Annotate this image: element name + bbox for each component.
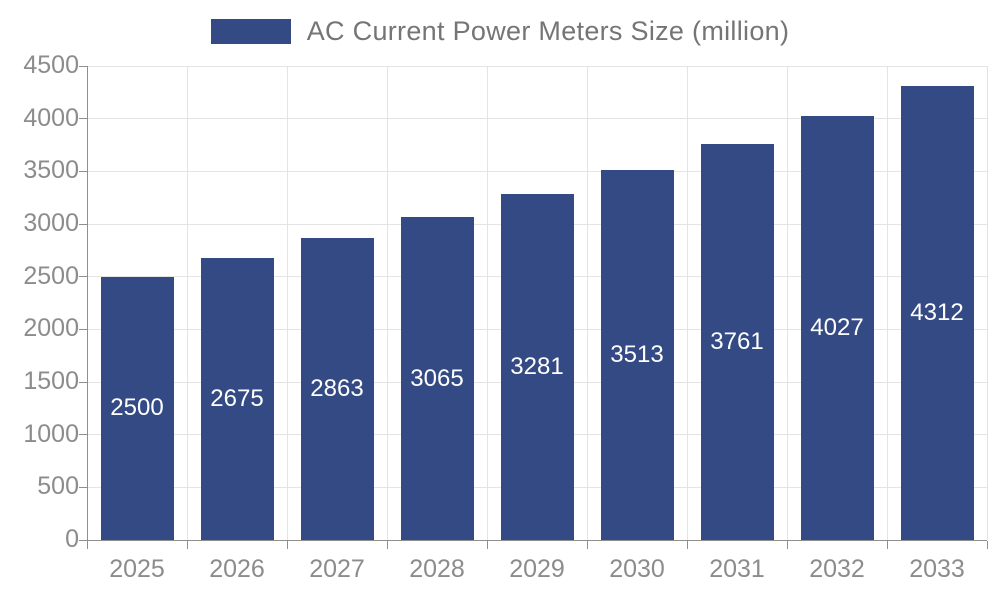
x-axis-label: 2033 (909, 555, 965, 583)
v-gridline (386, 66, 388, 540)
x-axis-tick (986, 541, 988, 549)
y-axis-tick (79, 170, 87, 172)
y-axis-label: 1000 (23, 419, 79, 448)
bar-value-label: 2675 (210, 385, 264, 413)
x-axis-tick (786, 541, 788, 549)
y-axis-tick (79, 65, 87, 67)
bar-2031: 3761 (700, 143, 774, 540)
bar-value-label: 3281 (510, 353, 564, 381)
x-axis-tick (686, 541, 688, 549)
y-axis-label: 0 (65, 525, 79, 553)
bar-2029: 3281 (500, 194, 574, 540)
bar-value-label: 2863 (310, 375, 364, 403)
v-gridline (286, 66, 288, 540)
bar-2032: 4027 (800, 115, 874, 540)
x-axis-label: 2025 (109, 555, 165, 583)
bar-value-label: 2500 (110, 394, 164, 422)
x-axis-label: 2029 (509, 555, 565, 583)
y-axis-tick (79, 328, 87, 330)
x-axis-label: 2026 (209, 555, 265, 583)
bar-2030: 3513 (600, 169, 674, 540)
y-axis-label: 4500 (23, 51, 79, 79)
x-axis-tick (886, 541, 888, 549)
y-axis-tick (79, 539, 87, 541)
h-gridline (87, 65, 987, 67)
v-gridline (486, 66, 488, 540)
y-axis-tick (79, 118, 87, 120)
x-axis-label: 2028 (409, 555, 465, 583)
x-axis-label: 2027 (309, 555, 365, 583)
x-axis-label: 2030 (609, 555, 665, 583)
x-axis-tick (586, 541, 588, 549)
y-axis-label: 3000 (23, 209, 79, 237)
v-gridline (186, 66, 188, 540)
h-gridline (87, 170, 987, 172)
v-gridline (586, 66, 588, 540)
legend-label: AC Current Power Meters Size (million) (306, 16, 790, 46)
legend: AC Current Power Meters Size (million) (0, 16, 1000, 47)
y-axis-tick (79, 276, 87, 278)
bar-value-label: 4027 (810, 313, 864, 341)
y-axis-label: 2000 (23, 314, 79, 343)
x-axis-tick (486, 541, 488, 549)
y-axis-label: 3500 (23, 156, 79, 185)
v-gridline (786, 66, 788, 540)
legend-swatch (210, 19, 291, 44)
y-axis-label: 1500 (23, 367, 79, 395)
y-axis-label: 500 (37, 472, 79, 501)
y-axis-tick (79, 381, 87, 383)
y-axis-line (87, 66, 88, 540)
bar-2027: 2863 (300, 238, 374, 540)
x-axis-tick (186, 541, 188, 549)
h-gridline (87, 118, 987, 120)
y-axis-label: 2500 (23, 261, 79, 290)
y-axis-tick (79, 434, 87, 436)
x-axis-label: 2031 (709, 555, 765, 583)
v-gridline (686, 66, 688, 540)
bar-2026: 2675 (200, 258, 274, 540)
x-axis-tick (386, 541, 388, 549)
y-axis-tick (79, 223, 87, 225)
bar-value-label: 3065 (410, 364, 464, 392)
y-axis-tick (79, 486, 87, 488)
bar-2025: 2500 (100, 276, 174, 540)
y-axis-label: 4000 (23, 103, 79, 132)
x-axis-tick (286, 541, 288, 549)
v-gridline (886, 66, 888, 540)
x-axis-line (87, 540, 987, 541)
x-axis-label: 2032 (809, 555, 865, 583)
bar-value-label: 3761 (710, 327, 764, 355)
bar-value-label: 3513 (610, 340, 664, 368)
bar-2033: 4312 (900, 85, 974, 540)
v-gridline (986, 66, 988, 540)
bar-2028: 3065 (400, 217, 474, 540)
bar-value-label: 4312 (910, 298, 964, 326)
plot-area: 0 500 1000 1500 2000 2500 3000 3500 4000 4500 2500… (23, 53, 988, 583)
x-axis-tick (86, 541, 88, 549)
